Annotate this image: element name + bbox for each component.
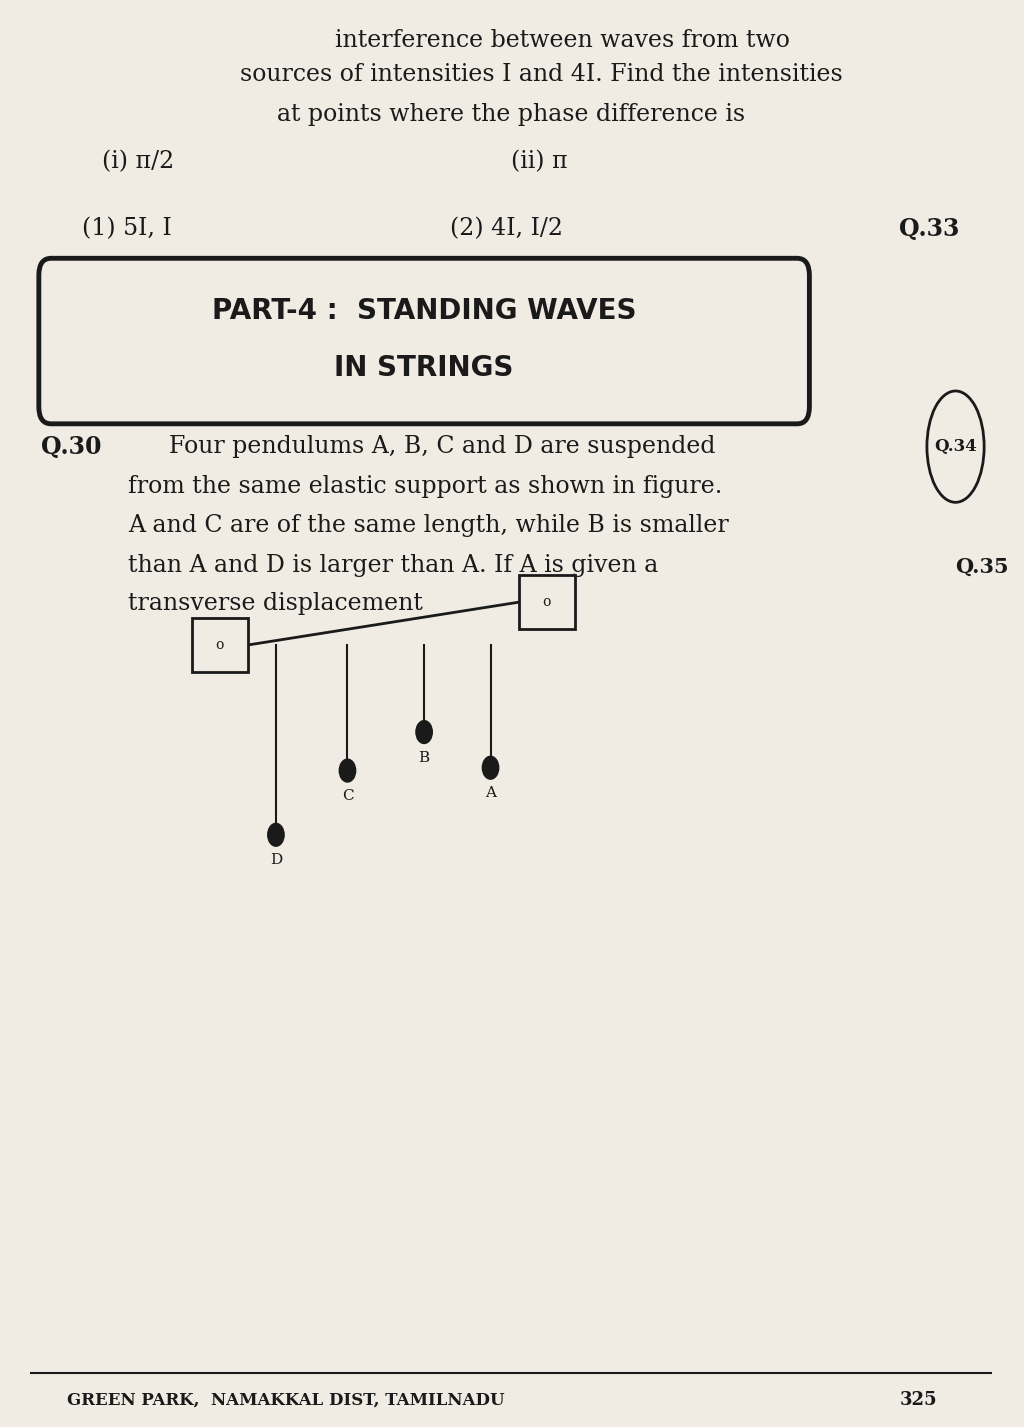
Text: o: o xyxy=(543,595,551,609)
Text: Q.30: Q.30 xyxy=(41,435,101,459)
Text: than A and D is larger than A. If A is given a: than A and D is larger than A. If A is g… xyxy=(128,554,658,577)
FancyBboxPatch shape xyxy=(39,258,809,424)
Text: (ii) π: (ii) π xyxy=(511,150,567,173)
Text: C: C xyxy=(342,789,353,803)
Circle shape xyxy=(339,759,355,782)
Text: IN STRINGS: IN STRINGS xyxy=(335,354,514,382)
Text: sources of intensities I and 4I. Find the intensities: sources of intensities I and 4I. Find th… xyxy=(241,63,843,86)
Text: Q.34: Q.34 xyxy=(934,438,977,455)
Circle shape xyxy=(416,721,432,743)
Text: D: D xyxy=(269,853,282,868)
Circle shape xyxy=(482,756,499,779)
Text: (1) 5I, I: (1) 5I, I xyxy=(82,217,171,240)
Text: (4) 8I, I: (4) 8I, I xyxy=(450,283,540,305)
Text: (i) π/2: (i) π/2 xyxy=(102,150,174,173)
Text: at points where the phase difference is: at points where the phase difference is xyxy=(276,103,745,126)
Text: PART-4 :  STANDING WAVES: PART-4 : STANDING WAVES xyxy=(212,297,636,325)
Text: Q.33: Q.33 xyxy=(899,217,959,241)
Text: B: B xyxy=(419,751,430,765)
Text: o: o xyxy=(215,638,224,652)
Text: transverse displacement: transverse displacement xyxy=(128,592,423,615)
Circle shape xyxy=(267,823,284,846)
Text: Q.35: Q.35 xyxy=(955,557,1010,577)
Text: A and C are of the same length, while B is smaller: A and C are of the same length, while B … xyxy=(128,514,728,537)
Text: Four pendulums A, B, C and D are suspended: Four pendulums A, B, C and D are suspend… xyxy=(169,435,715,458)
Bar xyxy=(518,575,574,629)
Text: 325: 325 xyxy=(899,1391,937,1410)
Ellipse shape xyxy=(927,391,984,502)
Text: (2) 4I, I/2: (2) 4I, I/2 xyxy=(450,217,562,240)
Text: GREEN PARK,  NAMAKKAL DIST, TAMILNADU: GREEN PARK, NAMAKKAL DIST, TAMILNADU xyxy=(68,1391,505,1408)
Text: A: A xyxy=(485,786,496,801)
Text: from the same elastic support as shown in figure.: from the same elastic support as shown i… xyxy=(128,475,722,498)
Text: (3) 2I, I: (3) 2I, I xyxy=(82,283,171,305)
Bar xyxy=(191,618,248,672)
Text: interference between waves from two: interference between waves from two xyxy=(335,29,790,51)
